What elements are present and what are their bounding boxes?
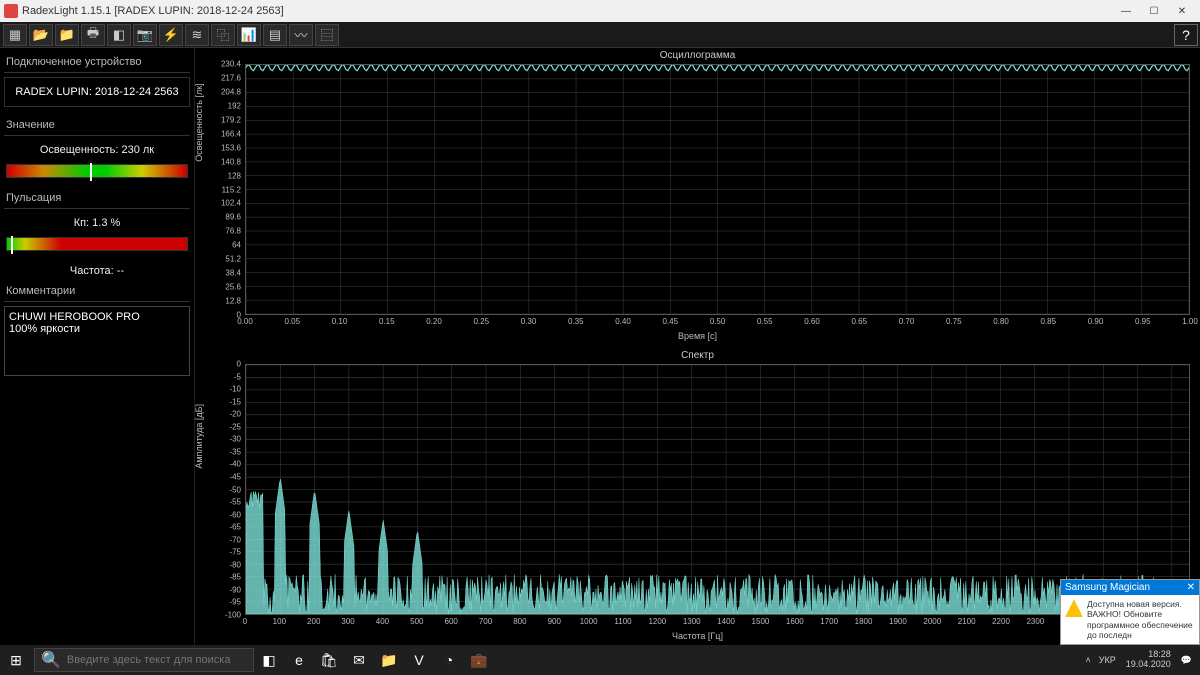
search-icon: 🔍 — [41, 650, 61, 670]
window-titlebar: RadexLight 1.15.1 [RADEX LUPIN: 2018-12-… — [0, 0, 1200, 22]
chart2-title: Спектр — [195, 348, 1200, 361]
taskbar-app-5[interactable]: V — [404, 645, 434, 675]
toolbar-open-button[interactable]: 📂 — [29, 24, 53, 46]
tray-date: 19.04.2020 — [1126, 660, 1171, 670]
lux-bar — [6, 164, 188, 178]
toolbar-wave-button[interactable]: 〰 — [289, 24, 313, 46]
toolbar-open2-button[interactable]: 📁 — [55, 24, 79, 46]
kp-value: Кп: 1.3 % — [4, 213, 190, 233]
sidebar: Подключенное устройство RADEX LUPIN: 201… — [0, 48, 195, 645]
chart-area: Осциллограмма Освещенность [лк] 012.825.… — [195, 48, 1200, 645]
help-button[interactable]: ? — [1174, 24, 1198, 46]
app-icon — [4, 4, 18, 18]
toolbar-print-button[interactable]: 🖶 — [81, 24, 105, 46]
notif-close-button[interactable]: ✕ — [1187, 582, 1195, 593]
chart1-xlabel: Время [c] — [678, 331, 717, 341]
comment-header: Комментарии — [4, 281, 190, 302]
window-title: RadexLight 1.15.1 [RADEX LUPIN: 2018-12-… — [22, 5, 1112, 17]
warning-icon — [1065, 599, 1083, 617]
toolbar-new-button[interactable]: ▦ — [3, 24, 27, 46]
toolbar-tool1-button[interactable]: ≋ — [185, 24, 209, 46]
taskbar-app-4[interactable]: 📁 — [374, 645, 404, 675]
device-header: Подключенное устройство — [4, 52, 190, 73]
comment-input[interactable] — [4, 306, 190, 376]
chart1-title: Осциллограмма — [195, 48, 1200, 61]
tray-chevron-icon[interactable]: ˄ — [1082, 655, 1095, 665]
taskbar-app-0[interactable]: ◧ — [254, 645, 284, 675]
spectrum-chart: Спектр Амплитуда [дБ] -100-95-90-85-80-7… — [195, 348, 1200, 643]
toolbar-cfg-button[interactable]: ⿳ — [315, 24, 339, 46]
search-input[interactable] — [67, 654, 247, 666]
taskbar-app-2[interactable]: 🛍 — [314, 645, 344, 675]
toolbar-tool2-button[interactable]: ⿻ — [211, 24, 235, 46]
tray-notif-icon[interactable]: 💬 — [1177, 655, 1196, 666]
chart1-ylabel: Освещенность [лк] — [194, 83, 204, 161]
toolbar-grid-button[interactable]: ▤ — [263, 24, 287, 46]
notif-body-text: Доступна новая версия. ВАЖНО! Обновите п… — [1087, 599, 1195, 640]
oscillogram-chart: Осциллограмма Освещенность [лк] 012.825.… — [195, 48, 1200, 343]
toolbar-cam-button[interactable]: 📷 — [133, 24, 157, 46]
taskbar-app-3[interactable]: ✉ — [344, 645, 374, 675]
toolbar-chart-button[interactable]: 📊 — [237, 24, 261, 46]
chart2-plot[interactable] — [245, 364, 1190, 615]
taskbar-app-1[interactable]: e — [284, 645, 314, 675]
chart2-ylabel: Амплитуда [дБ] — [194, 403, 204, 468]
minimize-button[interactable]: — — [1112, 2, 1140, 20]
close-button[interactable]: ✕ — [1168, 2, 1196, 20]
pulse-bar — [6, 237, 188, 251]
toolbar: ▦📂📁🖶◧📷⚡≋⿻📊▤〰⿳ ? — [0, 22, 1200, 48]
notification-popup: Samsung Magician ✕ Доступна новая версия… — [1060, 579, 1200, 645]
tray-lang[interactable]: УКР — [1095, 655, 1120, 665]
maximize-button[interactable]: ☐ — [1140, 2, 1168, 20]
pulse-header: Пульсация — [4, 188, 190, 209]
taskbar: ⊞ 🔍 ◧e🛍✉📁V◔💼 ˄ УКР 18:28 19.04.2020 💬 — [0, 645, 1200, 675]
value-header: Значение — [4, 115, 190, 136]
start-button[interactable]: ⊞ — [0, 645, 32, 675]
taskbar-app-6[interactable]: ◔ — [434, 645, 464, 675]
toolbar-flash-button[interactable]: ⚡ — [159, 24, 183, 46]
lux-value: Освещенность: 230 лк — [4, 140, 190, 160]
taskbar-app-7[interactable]: 💼 — [464, 645, 494, 675]
taskbar-search[interactable]: 🔍 — [34, 648, 254, 672]
notif-title: Samsung Magician — [1065, 582, 1150, 593]
freq-value: Частота: -- — [4, 261, 190, 281]
device-name: RADEX LUPIN: 2018-12-24 2563 — [4, 77, 190, 107]
toolbar-prev-button[interactable]: ◧ — [107, 24, 131, 46]
system-tray[interactable]: ˄ УКР 18:28 19.04.2020 💬 — [1082, 650, 1200, 670]
chart1-plot[interactable] — [245, 64, 1190, 315]
chart2-xlabel: Частота [Гц] — [672, 631, 723, 641]
